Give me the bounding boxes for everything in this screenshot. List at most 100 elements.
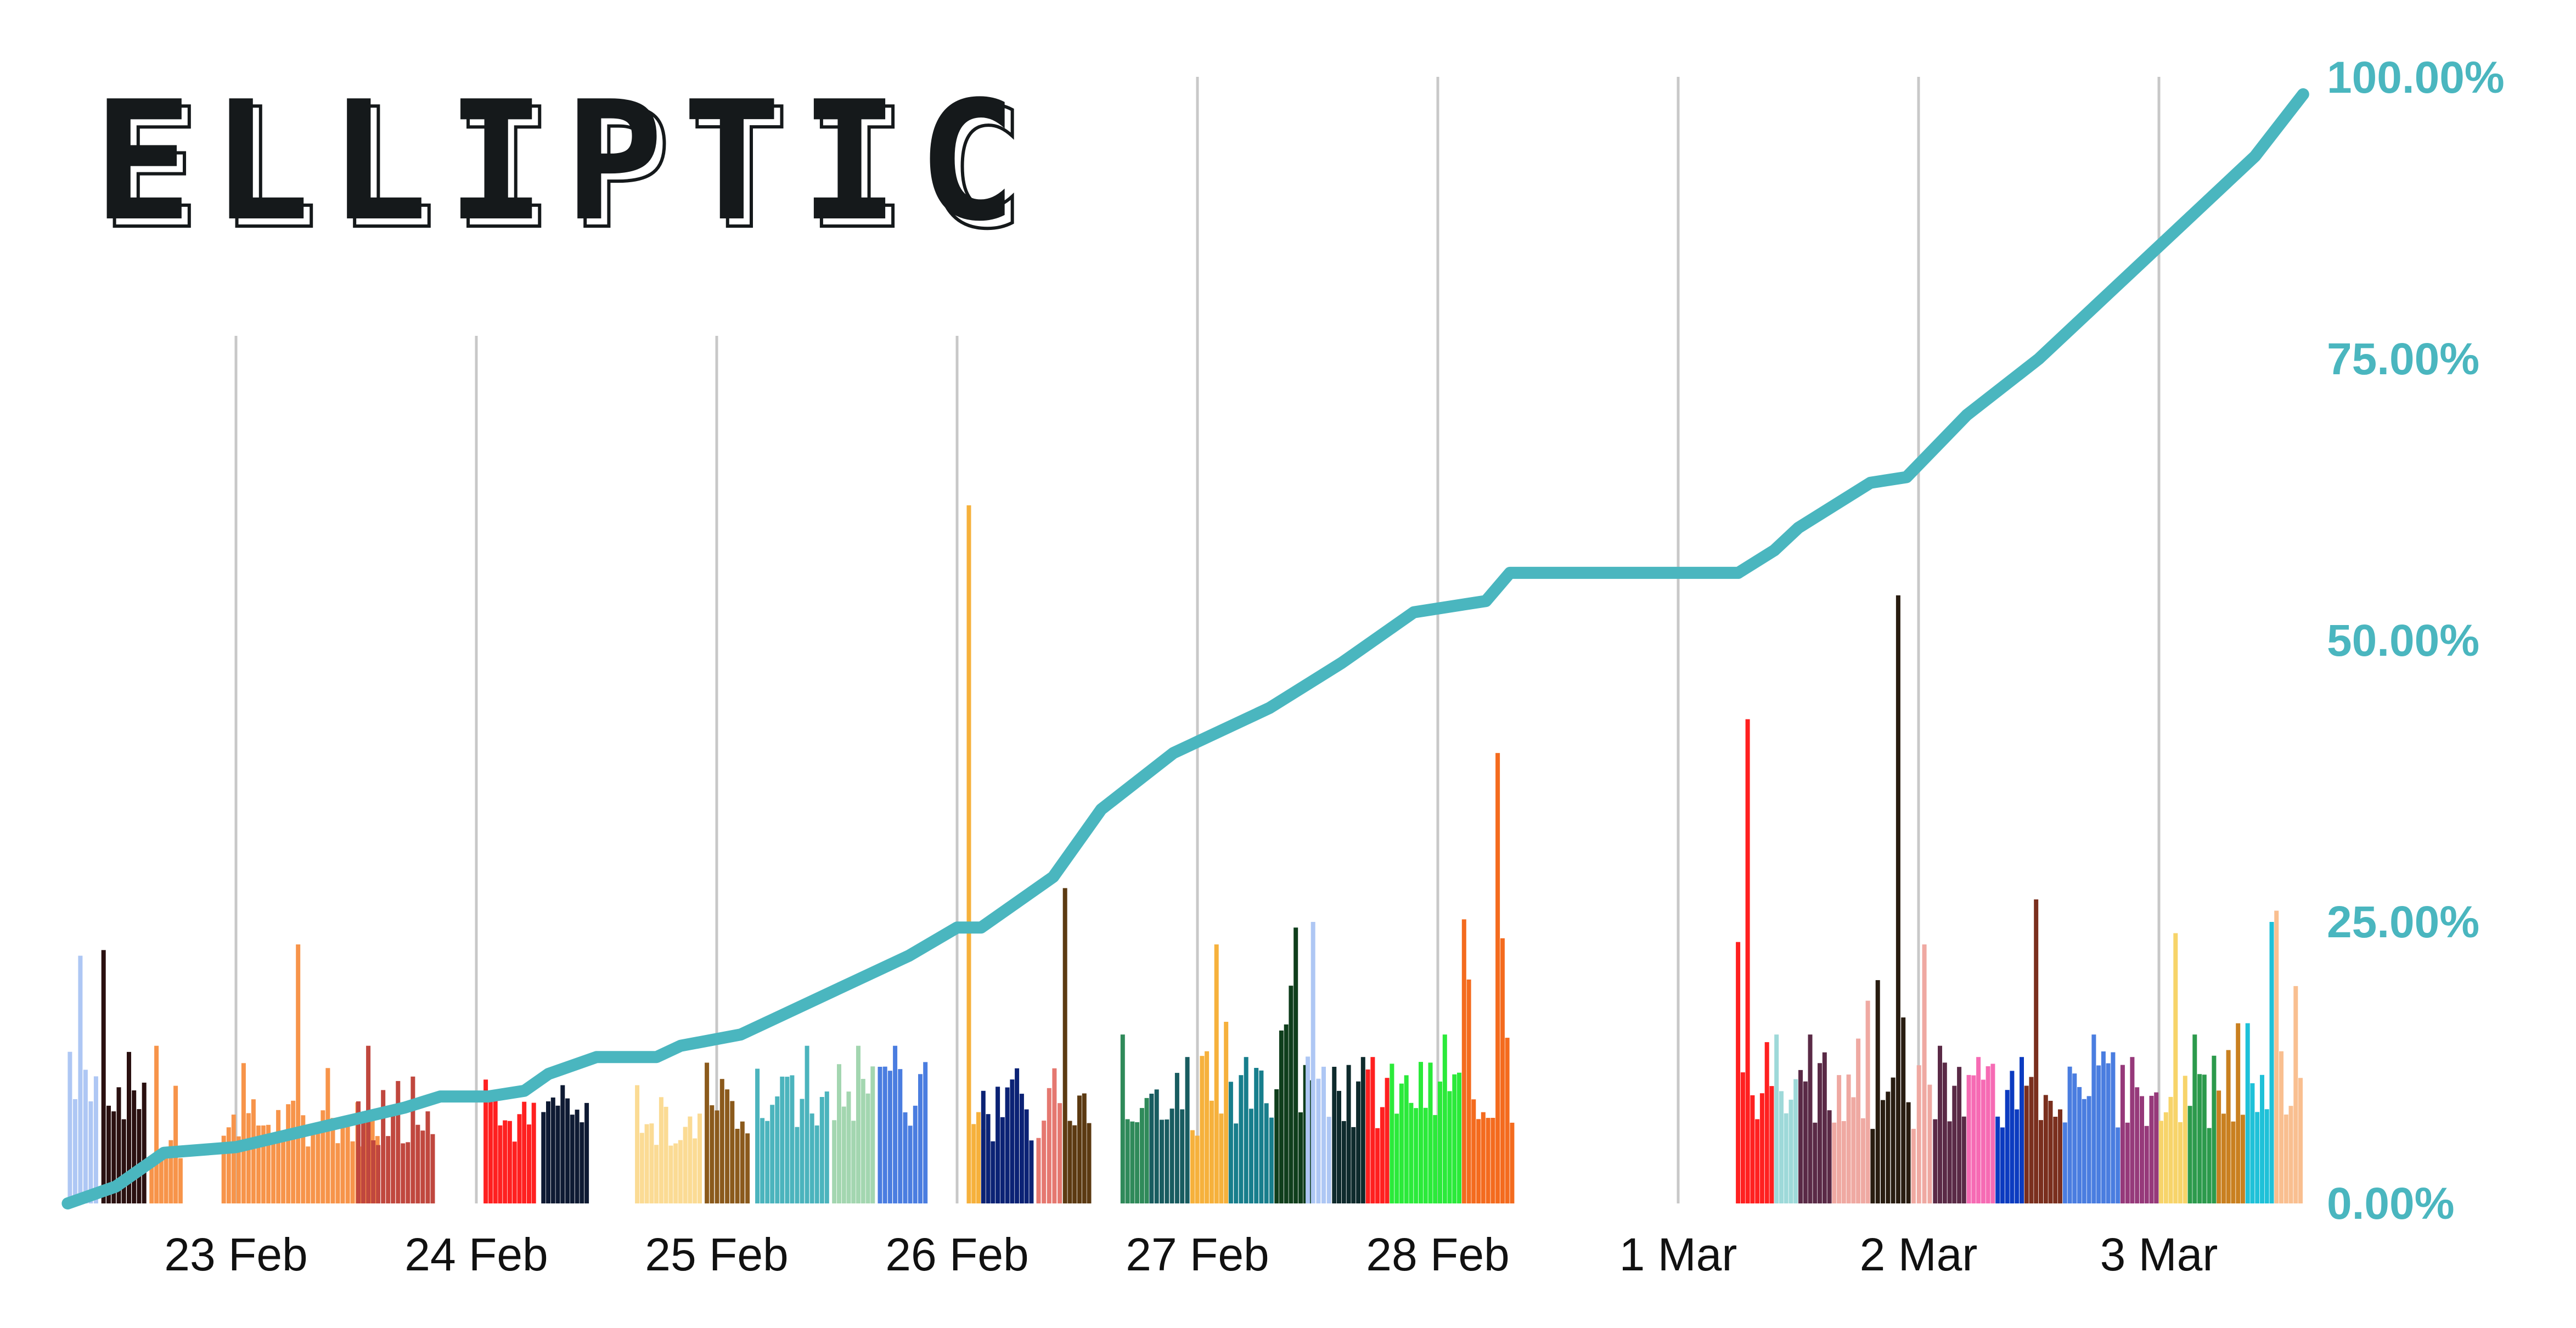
y-tick-label: 0.00% [2327,1179,2455,1229]
bar [832,1120,837,1203]
bar [1986,1066,1990,1203]
bar [68,1051,72,1203]
bar-cluster [2245,922,2274,1203]
bar [1248,1108,1253,1203]
bar [391,1107,396,1203]
bar [381,1090,386,1203]
bar [1860,1118,1865,1203]
bar [1125,1119,1130,1203]
bar [878,1067,882,1203]
bar [1433,1115,1438,1203]
bar [127,1051,131,1203]
bar [1865,1000,1870,1203]
bar [2264,1109,2269,1203]
bar [291,1100,296,1203]
bar [800,1099,805,1203]
bar [1365,1069,1370,1203]
bar [1750,1095,1755,1203]
bar [401,1143,406,1203]
x-tick-label: 27 Feb [1126,1229,1269,1280]
bar [882,1066,887,1203]
bar [715,1110,719,1203]
bar [765,1121,770,1203]
bar [116,1087,121,1203]
bar [1067,1121,1072,1203]
bar [1219,1113,1224,1203]
bar [1254,1068,1259,1203]
bar [1360,1057,1365,1203]
bar [2245,1023,2250,1203]
bar [1375,1128,1380,1203]
bar [1082,1093,1087,1203]
bar [1308,1080,1313,1203]
bar [531,1102,536,1203]
bar [1351,1127,1356,1203]
bar [2250,1083,2255,1203]
bar [1419,1062,1423,1203]
bar [2091,1034,2096,1203]
bar [522,1101,527,1203]
bar [1481,1112,1486,1203]
bar [2207,1128,2212,1203]
bar [2000,1127,2005,1203]
bar [1832,1122,1837,1203]
bar [2039,1120,2043,1203]
bar [819,1097,824,1203]
x-tick-label: 2 Mar [1860,1229,1978,1280]
bar [2221,1113,2226,1203]
bar [1870,1129,1875,1203]
bar [2082,1099,2086,1203]
bar [986,1114,991,1203]
bar [1976,1057,1981,1203]
bar [654,1145,659,1203]
bar [555,1105,560,1203]
bar [1047,1088,1051,1203]
bar [1337,1090,1341,1203]
bar [1326,1117,1331,1203]
bar [2149,1095,2154,1203]
bar [1491,1118,1495,1203]
bar [2298,1078,2303,1203]
bar [1803,1081,1808,1203]
bar [755,1068,760,1203]
bar [1341,1121,1346,1203]
bar [137,1109,142,1203]
bar [860,1079,865,1203]
bar [1837,1075,1842,1203]
bar [1966,1074,1971,1203]
bar [995,1087,1000,1203]
bar [1784,1113,1788,1203]
bar [88,1101,93,1203]
bar [639,1133,644,1203]
bar-cluster [2274,910,2303,1203]
bar [330,1118,335,1203]
bar [693,1138,698,1203]
logo: ELLIPTIC ELLIPTIC [93,66,1026,267]
bar-cluster [1120,1034,1149,1203]
bar [2048,1101,2053,1203]
bar [1062,888,1067,1203]
x-tick-label: 23 Feb [164,1229,308,1280]
bar [2086,1096,2091,1203]
bar-cluster [2217,1023,2245,1203]
bar [870,1066,875,1203]
bar [735,1129,740,1203]
bar [2163,1112,2168,1203]
bar-cluster [1736,719,1774,1203]
bar [2058,1109,2062,1203]
bar [512,1141,517,1203]
bar [1135,1122,1140,1203]
bar [1316,1078,1321,1203]
bar [2077,1087,2082,1203]
bar [1736,942,1741,1203]
bar [570,1115,575,1203]
right-y-axis-tick-labels: 100.00% 75.00% 50.00% 25.00% 0.00% [2327,53,2505,1229]
bar [908,1126,913,1203]
bar [1875,980,1880,1203]
bar [1077,1095,1082,1203]
bar-cluster [356,1045,435,1203]
bar [271,1134,276,1203]
bar [1846,1074,1851,1203]
bar [1901,1017,1906,1203]
